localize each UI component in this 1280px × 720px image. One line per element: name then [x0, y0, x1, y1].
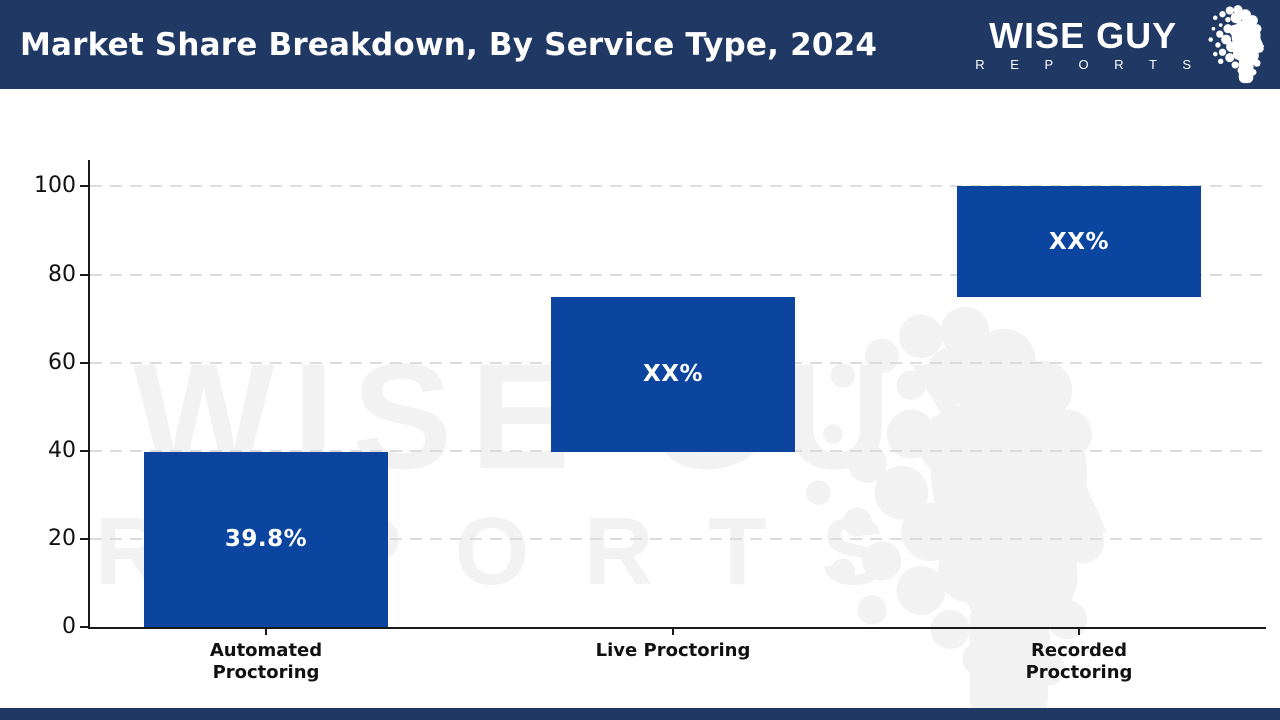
bar: 39.8% [144, 451, 388, 627]
x-tick-mark [1078, 627, 1080, 635]
page-title: Market Share Breakdown, By Service Type,… [20, 26, 878, 63]
y-tick-mark [80, 185, 88, 188]
x-tick-mark [265, 627, 267, 635]
wiseguy-logo-text: WISE GUY R E P O R T S [964, 14, 1202, 73]
footer-band [0, 708, 1280, 720]
y-tick-label: 80 [48, 261, 76, 287]
y-tick-label: 100 [34, 173, 76, 199]
x-category-label-line: Proctoring [1025, 662, 1133, 683]
y-tick-label: 40 [48, 437, 76, 463]
gridline [90, 537, 1266, 540]
wiseguy-logo-wordmark: WISE GUY [989, 14, 1178, 56]
bar: XX% [957, 186, 1201, 297]
x-category-label-line: Automated [209, 640, 323, 661]
x-category-label-line: Live Proctoring [595, 640, 751, 661]
x-category-label: Live Proctoring [493, 640, 853, 662]
y-tick-label: 0 [62, 614, 76, 639]
y-tick-label: 20 [48, 525, 76, 551]
y-tick-mark [80, 449, 88, 452]
x-category-label: Recorded Proctoring [899, 640, 1259, 684]
bar-value-label: XX% [642, 361, 703, 388]
gridline [90, 273, 1266, 276]
header-band: Market Share Breakdown, By Service Type,… [0, 0, 1280, 89]
wiseguy-logo: WISE GUY R E P O R T S [964, 4, 1266, 85]
bar-value-label: XX% [1048, 228, 1109, 255]
x-category-label: Automated Proctoring [86, 640, 446, 684]
x-category-label-line: Recorded [1031, 640, 1127, 661]
x-category-label-line: Proctoring [212, 662, 320, 683]
bar-value-label: 39.8% [224, 526, 308, 553]
y-tick-label: 60 [48, 349, 76, 375]
wiseguy-logo-subtitle: R E P O R T S [975, 56, 1202, 72]
y-tick-mark [80, 273, 88, 276]
y-tick-mark [80, 361, 88, 364]
plot-area: 0 20 40 60 80 100 39.8% Automated Proctoring XX% L… [34, 160, 1266, 683]
y-tick-mark [80, 537, 88, 540]
x-tick-mark [672, 627, 674, 635]
y-tick-mark [80, 626, 88, 628]
bar: XX% [551, 296, 795, 452]
gridline [90, 185, 1266, 188]
wiseguy-head-icon [1208, 4, 1265, 83]
